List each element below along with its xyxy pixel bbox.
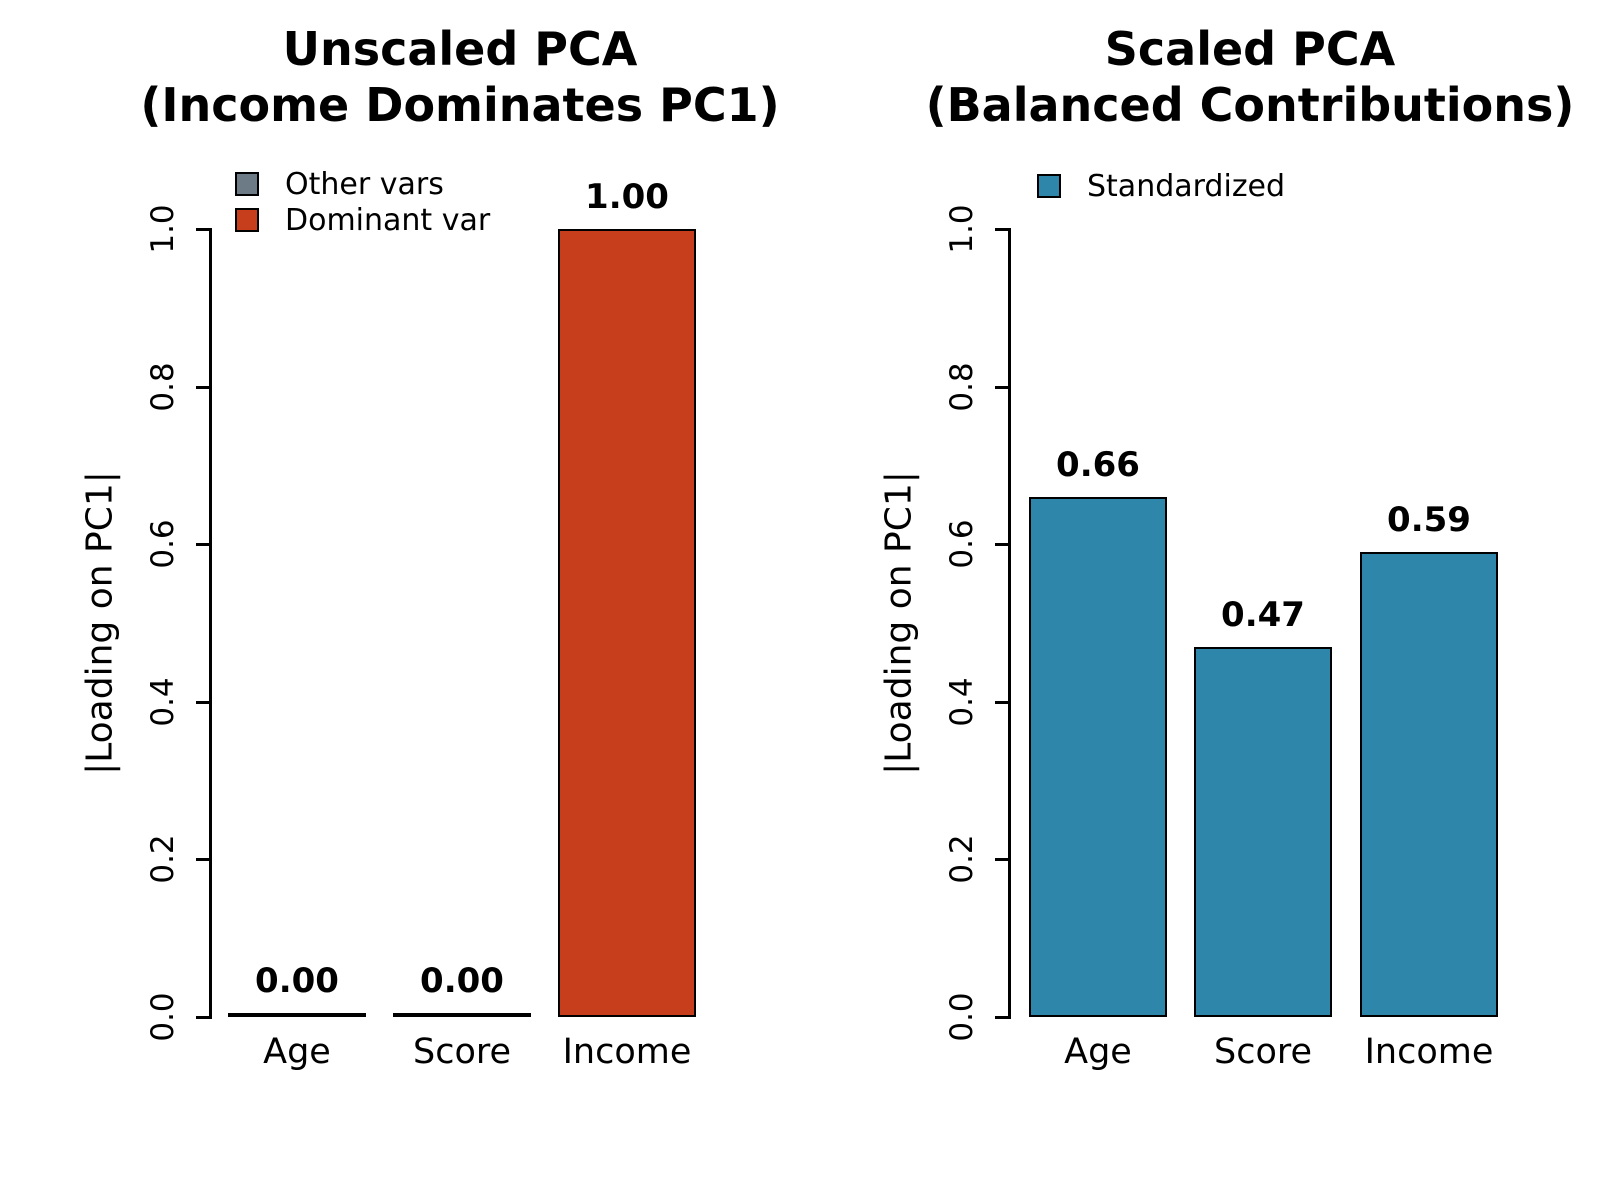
left-y-axis-line	[209, 228, 212, 1019]
left-y-tick-0.8	[196, 386, 209, 389]
right-y-tick-0.0	[995, 1016, 1008, 1019]
right-y-tick-label: 1.0	[944, 204, 980, 254]
left-x-label-age: Age	[263, 1032, 331, 1072]
left-y-tick-label: 0.4	[145, 677, 181, 727]
left-bar-group-age: 0.00	[228, 229, 366, 1017]
legend-label-standardized: Standardized	[1087, 169, 1286, 204]
left-y-tick-label: 0.2	[145, 834, 181, 884]
right-y-tick-label: 0.4	[944, 677, 980, 727]
left-panel-title-line2: (Income Dominates PC1)	[140, 78, 780, 132]
bar-income	[558, 229, 696, 1017]
left-y-tick-label: 0.8	[145, 362, 181, 412]
right-y-tick-0.2	[995, 858, 1008, 861]
bar-age	[1029, 497, 1167, 1017]
left-panel-title-line1: Unscaled PCA	[282, 22, 638, 76]
right-y-axis-line	[1008, 228, 1011, 1019]
right-bar-group-score: 0.47	[1194, 229, 1332, 1017]
right-y-tick-label: 0.2	[944, 834, 980, 884]
right-panel-title-line2: (Balanced Contributions)	[925, 78, 1575, 132]
left-bar-group-income: 1.00	[558, 177, 696, 1017]
right-y-tick-label: 0.6	[944, 519, 980, 569]
left-x-label-score: Score	[412, 1032, 512, 1072]
right-panel-title-line1: Scaled PCA	[1104, 22, 1396, 76]
bar-value-label: 0.47	[1221, 595, 1305, 635]
left-y-tick-0.0	[196, 1016, 209, 1019]
right-y-tick-0.4	[995, 701, 1008, 704]
left-y-tick-label: 0.6	[145, 519, 181, 569]
right-y-tick-0.6	[995, 543, 1008, 546]
left-y-tick-label: 0.0	[145, 992, 181, 1042]
right-x-label-score: Score	[1213, 1032, 1313, 1072]
legend-label-other-vars: Other vars	[285, 167, 444, 202]
left-y-tick-1.0	[196, 228, 209, 231]
legend-swatch-dominant-var	[235, 208, 259, 232]
bar-value-label: 0.00	[255, 961, 339, 1001]
bar-income	[1360, 552, 1498, 1017]
right-y-tick-1.0	[995, 228, 1008, 231]
right-y-tick-label: 0.0	[944, 992, 980, 1042]
left-y-tick-0.4	[196, 701, 209, 704]
legend-label-dominant-var: Dominant var	[285, 203, 491, 238]
right-y-tick-0.8	[995, 386, 1008, 389]
left-x-label-income: Income	[562, 1032, 692, 1072]
bar-value-label: 0.66	[1056, 445, 1140, 485]
bar-score	[1194, 647, 1332, 1017]
right-bar-group-age: 0.66	[1029, 229, 1167, 1017]
left-y-tick-label: 1.0	[145, 204, 181, 254]
left-y-tick-0.2	[196, 858, 209, 861]
bar-value-label: 1.00	[585, 177, 669, 217]
legend-swatch-other-vars	[235, 172, 259, 196]
left-bar-group-score: 0.00	[393, 229, 531, 1017]
right-y-tick-label: 0.8	[944, 362, 980, 412]
left-y-tick-0.6	[196, 543, 209, 546]
bar-age	[228, 1013, 366, 1017]
bar-score	[393, 1013, 531, 1017]
bar-value-label: 0.00	[420, 961, 504, 1001]
right-x-label-age: Age	[1064, 1032, 1132, 1072]
right-y-axis-label: |Loading on PC1|	[878, 471, 920, 775]
right-bar-group-income: 0.59	[1360, 229, 1498, 1017]
bar-value-label: 0.59	[1387, 500, 1471, 540]
right-x-label-income: Income	[1364, 1032, 1494, 1072]
left-y-axis-label: |Loading on PC1|	[79, 471, 121, 775]
legend-swatch-standardized	[1037, 174, 1061, 198]
